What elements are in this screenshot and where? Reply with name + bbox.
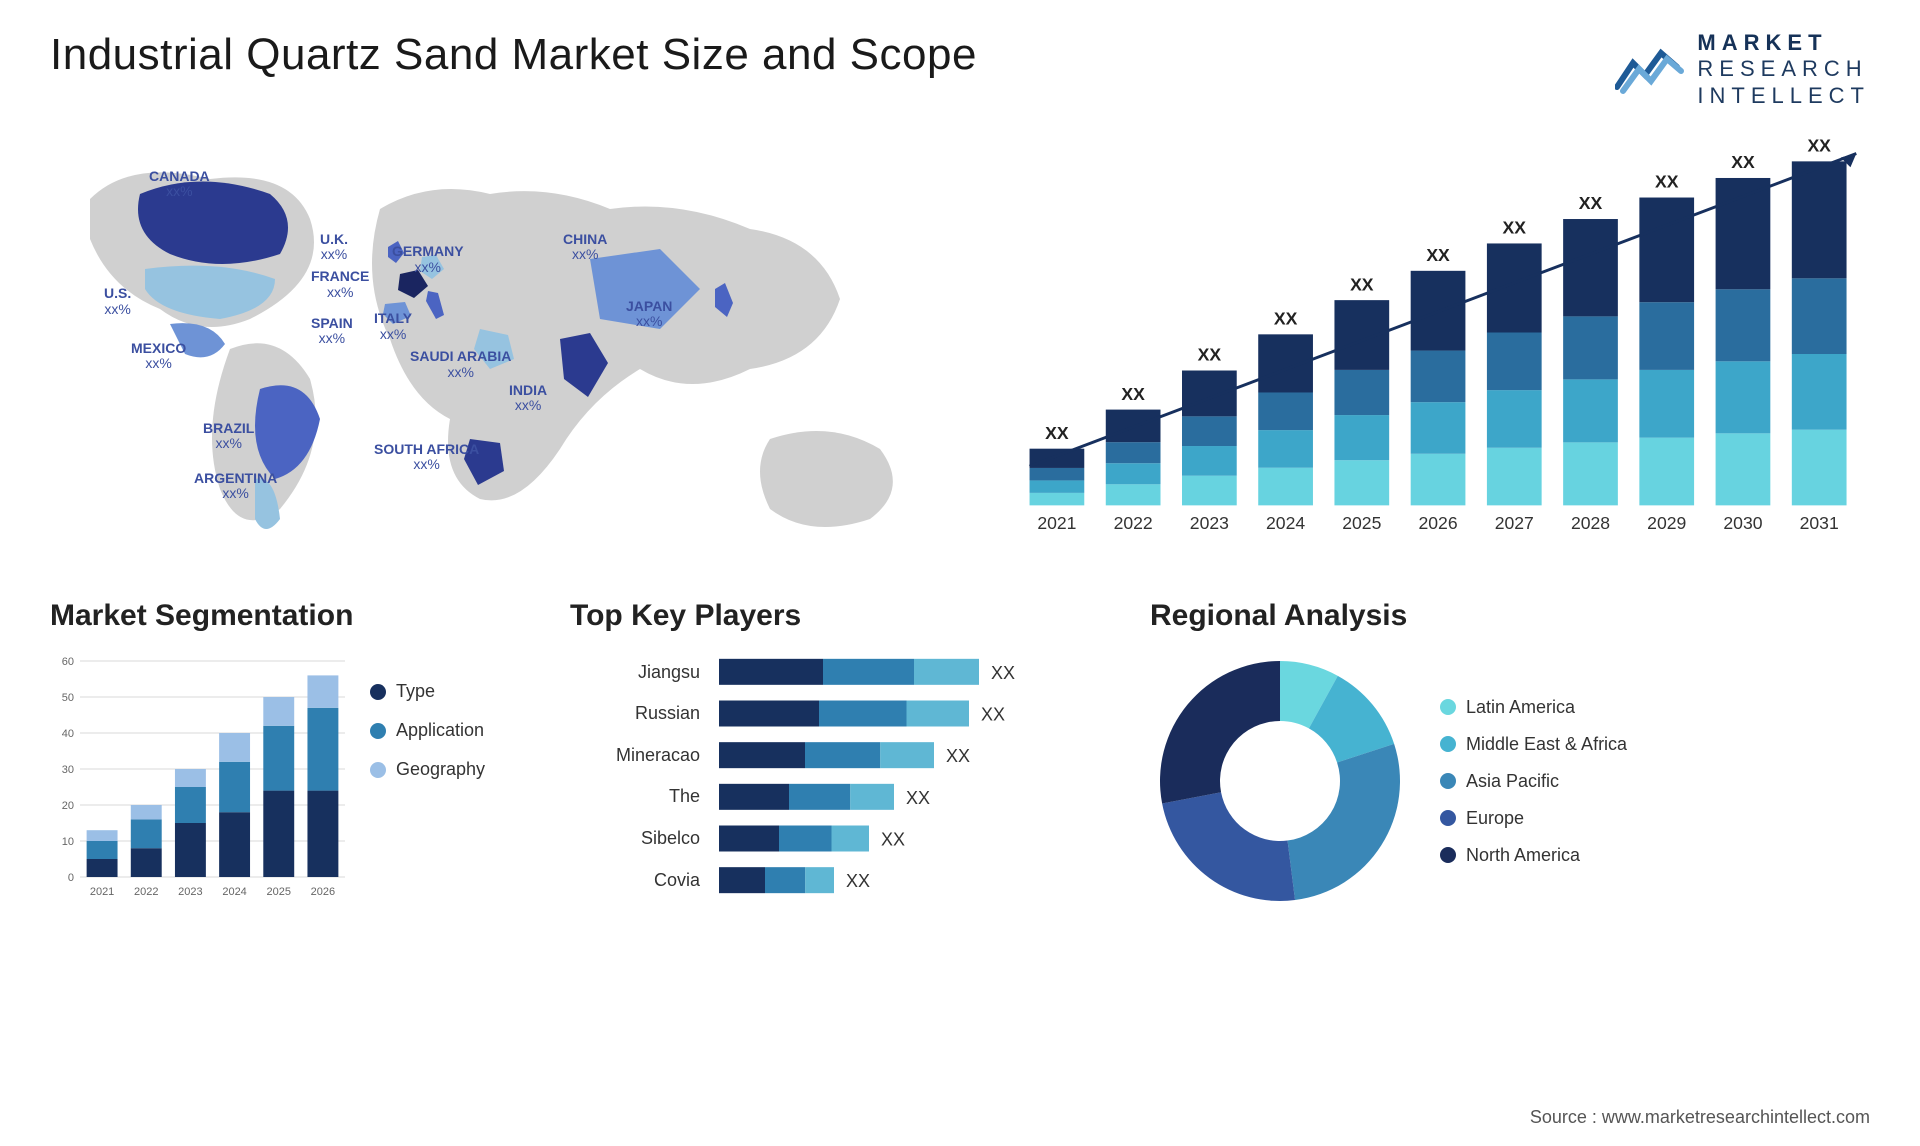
svg-text:2021: 2021 (90, 886, 114, 898)
svg-text:2025: 2025 (1342, 513, 1381, 533)
legend-item: Type (370, 681, 485, 702)
svg-text:50: 50 (62, 692, 74, 704)
regional-donut (1150, 651, 1410, 911)
logo-line2: RESEARCH (1697, 56, 1870, 82)
legend-item: Application (370, 720, 485, 741)
regional-title: Regional Analysis (1150, 599, 1870, 633)
svg-text:2023: 2023 (1190, 513, 1229, 533)
svg-text:2024: 2024 (1266, 513, 1305, 533)
svg-text:XX: XX (1579, 193, 1603, 213)
legend-item: Geography (370, 759, 485, 780)
svg-text:2027: 2027 (1495, 513, 1534, 533)
legend-item: Europe (1440, 808, 1627, 829)
legend-item: Middle East & Africa (1440, 734, 1627, 755)
player-label: Russian (570, 703, 700, 724)
svg-text:XX: XX (1655, 172, 1679, 192)
segmentation-legend: Type Application Geography (370, 651, 485, 901)
player-label: Sibelco (570, 828, 700, 849)
svg-text:20: 20 (62, 800, 74, 812)
map-label: FRANCExx% (311, 269, 369, 300)
svg-text:XX: XX (1426, 245, 1450, 265)
brand-logo: MARKET RESEARCH INTELLECT (1615, 30, 1870, 109)
svg-text:2025: 2025 (267, 886, 291, 898)
svg-text:XX: XX (946, 746, 970, 766)
svg-text:XX: XX (1807, 139, 1831, 156)
svg-text:XX: XX (1731, 152, 1755, 172)
svg-text:XX: XX (1198, 345, 1222, 365)
map-label: MEXICOxx% (131, 341, 186, 372)
regional-legend: Latin America Middle East & Africa Asia Pa… (1440, 697, 1627, 866)
svg-text:2023: 2023 (178, 886, 202, 898)
svg-text:2029: 2029 (1647, 513, 1686, 533)
svg-text:2022: 2022 (134, 886, 158, 898)
svg-text:XX: XX (906, 788, 930, 808)
map-label: ARGENTINAxx% (194, 471, 277, 502)
players-panel: Top Key Players Jiangsu Russian Mineracao T… (570, 599, 1110, 911)
svg-text:XX: XX (981, 705, 1005, 725)
regional-panel: Regional Analysis Latin America Middle Ea… (1150, 599, 1870, 911)
svg-text:XX: XX (991, 663, 1015, 683)
logo-icon (1615, 45, 1685, 95)
map-label: BRAZILxx% (203, 421, 254, 452)
map-label: JAPANxx% (626, 299, 672, 330)
svg-text:2028: 2028 (1571, 513, 1610, 533)
svg-text:XX: XX (1503, 218, 1527, 238)
player-label: Jiangsu (570, 662, 700, 683)
map-label: ITALYxx% (374, 311, 412, 342)
svg-text:30: 30 (62, 764, 74, 776)
map-label: CHINAxx% (563, 232, 607, 263)
svg-text:0: 0 (68, 872, 74, 884)
logo-line1: MARKET (1697, 30, 1870, 56)
logo-line3: INTELLECT (1697, 83, 1870, 109)
players-labels: Jiangsu Russian Mineracao The Sibelco Covia (570, 651, 700, 901)
map-label: SOUTH AFRICAxx% (374, 442, 479, 473)
growth-chart-panel: 2021 XX 2022 XX 2023 XX 2024 XX 2025 XX 2026 XX 2027… (1010, 139, 1870, 559)
segmentation-panel: Market Segmentation 0 10 20 30 40 50 60 2021 202… (50, 599, 530, 911)
segmentation-chart: 0 10 20 30 40 50 60 2021 2022 2023 2024 2025 2026 (50, 651, 350, 901)
world-map-panel: CANADAxx% U.S.xx%MEXICOxx% BRAZILxx% ARGENT… (50, 139, 950, 559)
legend-item: North America (1440, 845, 1627, 866)
map-label: U.S.xx% (104, 286, 131, 317)
legend-item: Latin America (1440, 697, 1627, 718)
players-chart: XX XX XX XX XX XX (708, 651, 1110, 901)
map-label: U.K.xx% (320, 232, 348, 263)
svg-text:2022: 2022 (1114, 513, 1153, 533)
svg-text:60: 60 (62, 656, 74, 668)
player-label: Mineracao (570, 745, 700, 766)
segmentation-title: Market Segmentation (50, 599, 530, 633)
source-text: Source : www.marketresearchintellect.com (1530, 1107, 1870, 1128)
svg-text:2031: 2031 (1800, 513, 1839, 533)
player-label: The (570, 786, 700, 807)
svg-text:XX: XX (1121, 384, 1145, 404)
svg-text:XX: XX (846, 871, 870, 891)
page-title: Industrial Quartz Sand Market Size and S… (50, 30, 977, 80)
svg-text:2030: 2030 (1723, 513, 1762, 533)
svg-text:2026: 2026 (1418, 513, 1457, 533)
growth-chart: 2021 XX 2022 XX 2023 XX 2024 XX 2025 XX 2026 XX 2027… (1010, 139, 1870, 559)
svg-text:2026: 2026 (311, 886, 335, 898)
map-label: GERMANYxx% (392, 244, 464, 275)
map-label: SPAINxx% (311, 316, 353, 347)
svg-text:2021: 2021 (1037, 513, 1076, 533)
map-label: CANADAxx% (149, 169, 210, 200)
map-label: SAUDI ARABIAxx% (410, 349, 511, 380)
svg-text:2024: 2024 (222, 886, 246, 898)
svg-text:XX: XX (1350, 275, 1374, 295)
svg-text:10: 10 (62, 836, 74, 848)
players-title: Top Key Players (570, 599, 1110, 633)
legend-item: Asia Pacific (1440, 771, 1627, 792)
map-label: INDIAxx% (509, 383, 547, 414)
svg-text:XX: XX (1274, 309, 1298, 329)
svg-text:XX: XX (1045, 423, 1069, 443)
svg-text:40: 40 (62, 728, 74, 740)
svg-text:XX: XX (881, 830, 905, 850)
player-label: Covia (570, 870, 700, 891)
